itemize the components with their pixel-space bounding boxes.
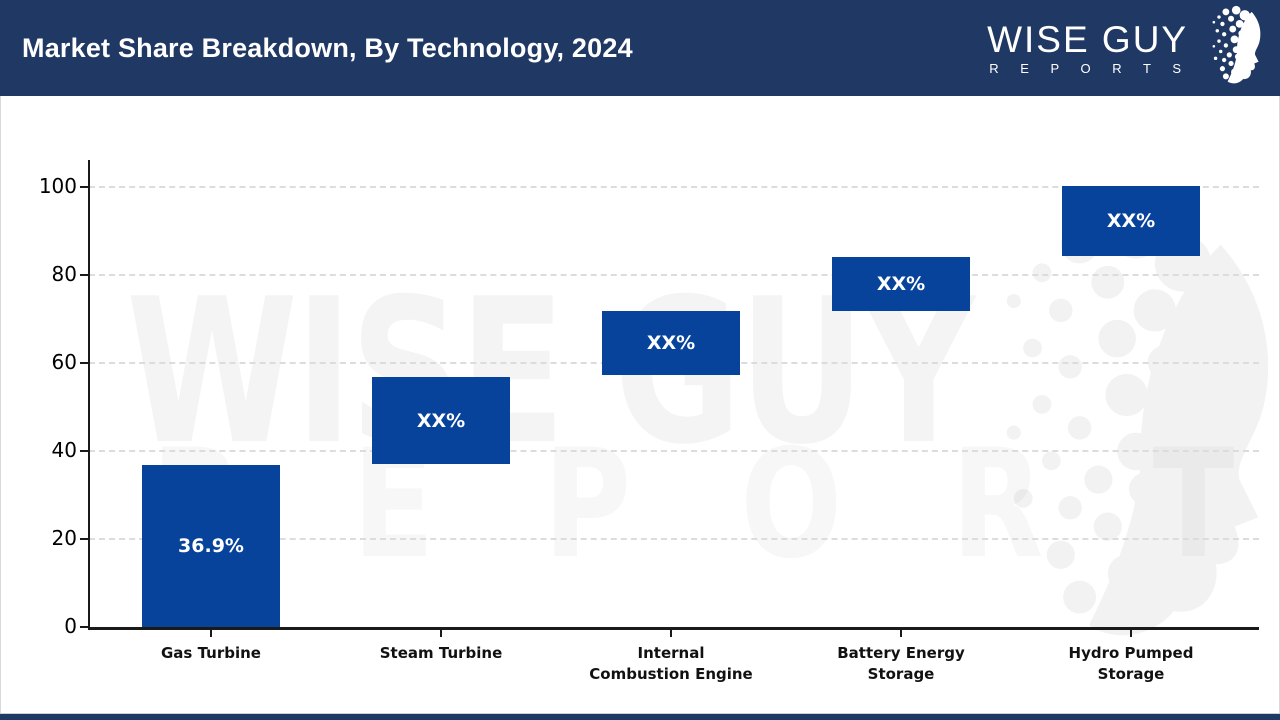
x-axis-category-label: Gas Turbine bbox=[161, 644, 261, 662]
y-axis-tick-label: 0 bbox=[64, 614, 77, 638]
x-axis-tickmark bbox=[210, 630, 212, 637]
y-axis-tickmark bbox=[80, 450, 88, 452]
y-axis-tick-label: 80 bbox=[51, 262, 77, 286]
x-axis-category-label: Hydro Pumped Storage bbox=[1068, 644, 1194, 683]
gridline-y40 bbox=[89, 450, 1259, 452]
x-axis-category-label: Internal Combustion Engine bbox=[589, 644, 753, 683]
header-bar: Market Share Breakdown, By Technology, 2… bbox=[0, 0, 1280, 96]
y-axis-tick-label: 100 bbox=[38, 174, 77, 198]
plot-area: 0 20 40 60 80 100 36.9% Gas Turbine XX% Steam Tur… bbox=[1, 96, 1279, 713]
bar-battery-energy-storage: XX% bbox=[832, 256, 970, 311]
bar-value-label: XX% bbox=[646, 332, 696, 355]
bar-steam-turbine: XX% bbox=[372, 377, 510, 465]
y-axis-tickmark bbox=[80, 274, 88, 276]
bar-value-label: 36.9% bbox=[178, 534, 244, 557]
bar-gas-turbine: 36.9% bbox=[142, 464, 280, 627]
x-axis-tickmark bbox=[900, 630, 902, 637]
bar-value-label: XX% bbox=[1106, 210, 1156, 233]
brand-logo-name: WISE GUY bbox=[987, 18, 1189, 60]
bar-internal-combustion-engine: XX% bbox=[602, 311, 740, 376]
brand-logo-text: WISE GUY R E P O R T S bbox=[985, 21, 1190, 76]
gridline-y100 bbox=[89, 186, 1259, 188]
chart-canvas: WISE GUY R E P O R T S 02040608010036.9%… bbox=[0, 96, 1280, 713]
y-axis-tickmark bbox=[80, 626, 88, 628]
x-axis-line bbox=[88, 627, 1259, 630]
y-axis-tickmark bbox=[80, 362, 88, 364]
y-axis-tickmark bbox=[80, 186, 88, 188]
y-axis-tick-label: 60 bbox=[51, 350, 77, 374]
x-axis-category-label: Battery Energy Storage bbox=[837, 644, 965, 683]
y-axis-tickmark bbox=[80, 538, 88, 540]
gridline-y20 bbox=[89, 538, 1259, 540]
bar-hydro-pumped-storage: XX% bbox=[1062, 186, 1200, 257]
bar-value-label: XX% bbox=[876, 272, 926, 295]
x-axis-tickmark bbox=[1130, 630, 1132, 637]
bottom-divider bbox=[0, 713, 1280, 714]
page-title: Market Share Breakdown, By Technology, 2… bbox=[22, 32, 633, 63]
y-axis-line bbox=[88, 160, 90, 629]
x-axis-tickmark bbox=[670, 630, 672, 637]
gridline-y80 bbox=[89, 274, 1259, 276]
footer-strip bbox=[0, 714, 1280, 720]
brand-logo: WISE GUY R E P O R T S bbox=[985, 5, 1262, 91]
x-axis-tickmark bbox=[440, 630, 442, 637]
brand-logo-subname: R E P O R T S bbox=[989, 60, 1190, 76]
x-axis-category-label: Steam Turbine bbox=[379, 644, 503, 662]
bar-value-label: XX% bbox=[416, 409, 466, 432]
y-axis-tick-label: 20 bbox=[51, 526, 77, 550]
y-axis-tick-label: 40 bbox=[51, 438, 77, 462]
